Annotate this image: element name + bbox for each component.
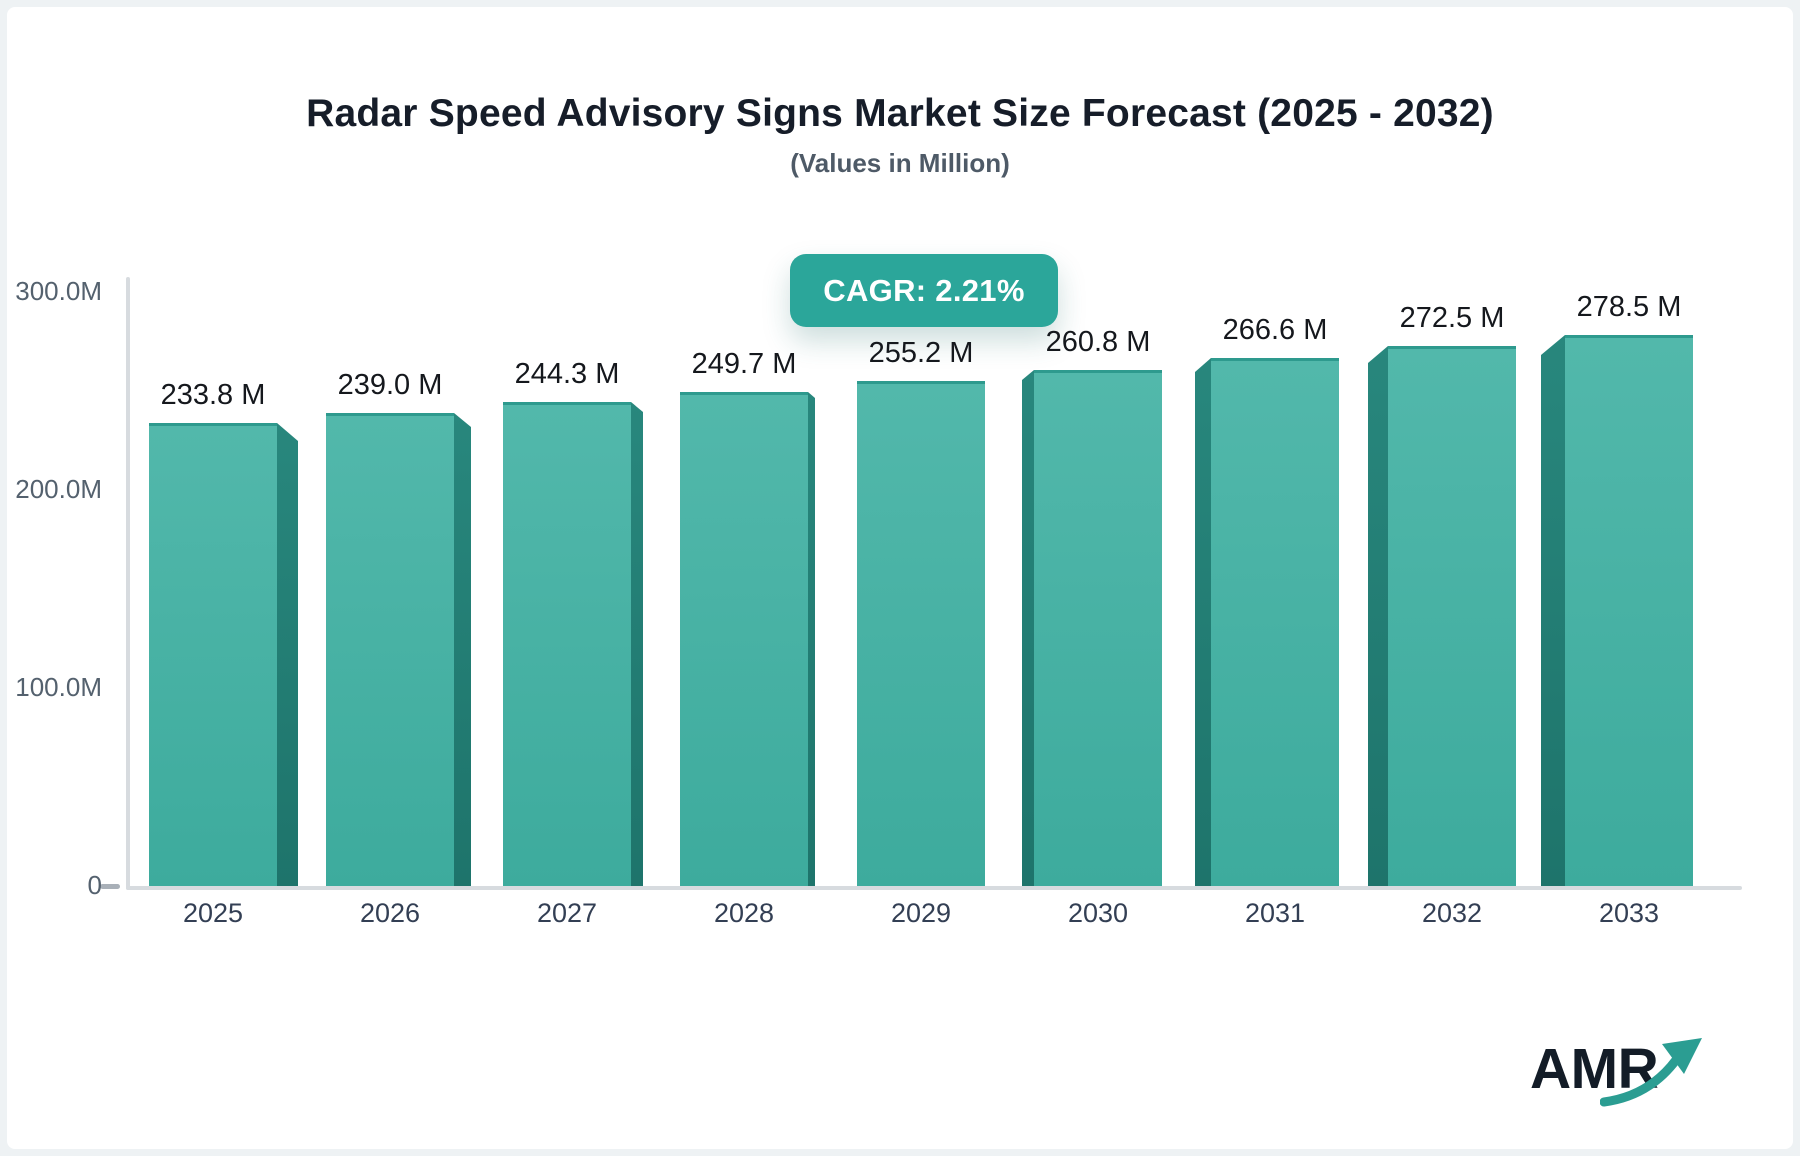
bar-2025 bbox=[149, 423, 277, 886]
bar-2028 bbox=[680, 392, 808, 886]
x-axis-category-label: 2033 bbox=[1598, 898, 1660, 928]
y-axis-tick-label: 100.0M bbox=[15, 672, 102, 702]
bar-2028-side bbox=[808, 392, 815, 886]
bar-2027-side bbox=[631, 402, 643, 886]
x-axis-category-label: 2028 bbox=[713, 898, 775, 928]
bar-2031-side bbox=[1195, 358, 1211, 886]
chart-title: Radar Speed Advisory Signs Market Size F… bbox=[306, 92, 1494, 135]
x-axis-line bbox=[126, 886, 1742, 890]
bar-2033 bbox=[1565, 335, 1693, 886]
bar-2025-side bbox=[277, 423, 298, 886]
x-axis-category-label: 2032 bbox=[1421, 898, 1483, 928]
y-axis-line bbox=[126, 277, 130, 890]
x-axis-category-label: 2027 bbox=[536, 898, 598, 928]
bar-value-label: 249.7 M bbox=[691, 348, 797, 380]
bar-2029 bbox=[857, 381, 985, 886]
y-axis-tick-label: 200.0M bbox=[15, 474, 102, 504]
bar-value-label: 260.8 M bbox=[1045, 326, 1151, 358]
chart-subtitle: (Values in Million) bbox=[790, 148, 1010, 178]
bar-2030-side bbox=[1022, 370, 1034, 886]
y-axis-tick-label: 0 bbox=[87, 870, 102, 900]
cagr-badge: CAGR: 2.21% bbox=[790, 254, 1058, 327]
x-axis-category-label: 2030 bbox=[1067, 898, 1129, 928]
zero-tick-mark bbox=[100, 884, 120, 889]
cagr-badge-label: CAGR: 2.21% bbox=[823, 272, 1025, 308]
bar-2032-side bbox=[1368, 346, 1388, 886]
bar-2030 bbox=[1034, 370, 1162, 886]
bar-value-label: 244.3 M bbox=[514, 358, 620, 390]
y-axis-tick-label: 300.0M bbox=[15, 276, 102, 306]
bar-2026 bbox=[326, 413, 454, 886]
x-axis-category-label: 2025 bbox=[182, 898, 244, 928]
bar-2032 bbox=[1388, 346, 1516, 886]
brand-logo: AMR bbox=[1530, 1036, 1720, 1126]
x-axis-category-label: 2026 bbox=[359, 898, 421, 928]
bar-value-label: 239.0 M bbox=[337, 369, 443, 401]
bar-2027 bbox=[503, 402, 631, 886]
bar-value-label: 266.6 M bbox=[1222, 314, 1328, 346]
x-axis-category-label: 2029 bbox=[890, 898, 952, 928]
bar-2026-side bbox=[454, 413, 471, 886]
bar-2031 bbox=[1211, 358, 1339, 886]
bar-value-label: 278.5 M bbox=[1576, 291, 1682, 323]
bar-value-label: 272.5 M bbox=[1399, 302, 1505, 334]
bar-value-label: 255.2 M bbox=[868, 337, 974, 369]
bar-2033-side bbox=[1541, 335, 1565, 886]
x-axis-category-label: 2031 bbox=[1244, 898, 1306, 928]
growth-arrow-icon bbox=[1600, 1038, 1702, 1107]
bar-value-label: 233.8 M bbox=[160, 379, 266, 411]
